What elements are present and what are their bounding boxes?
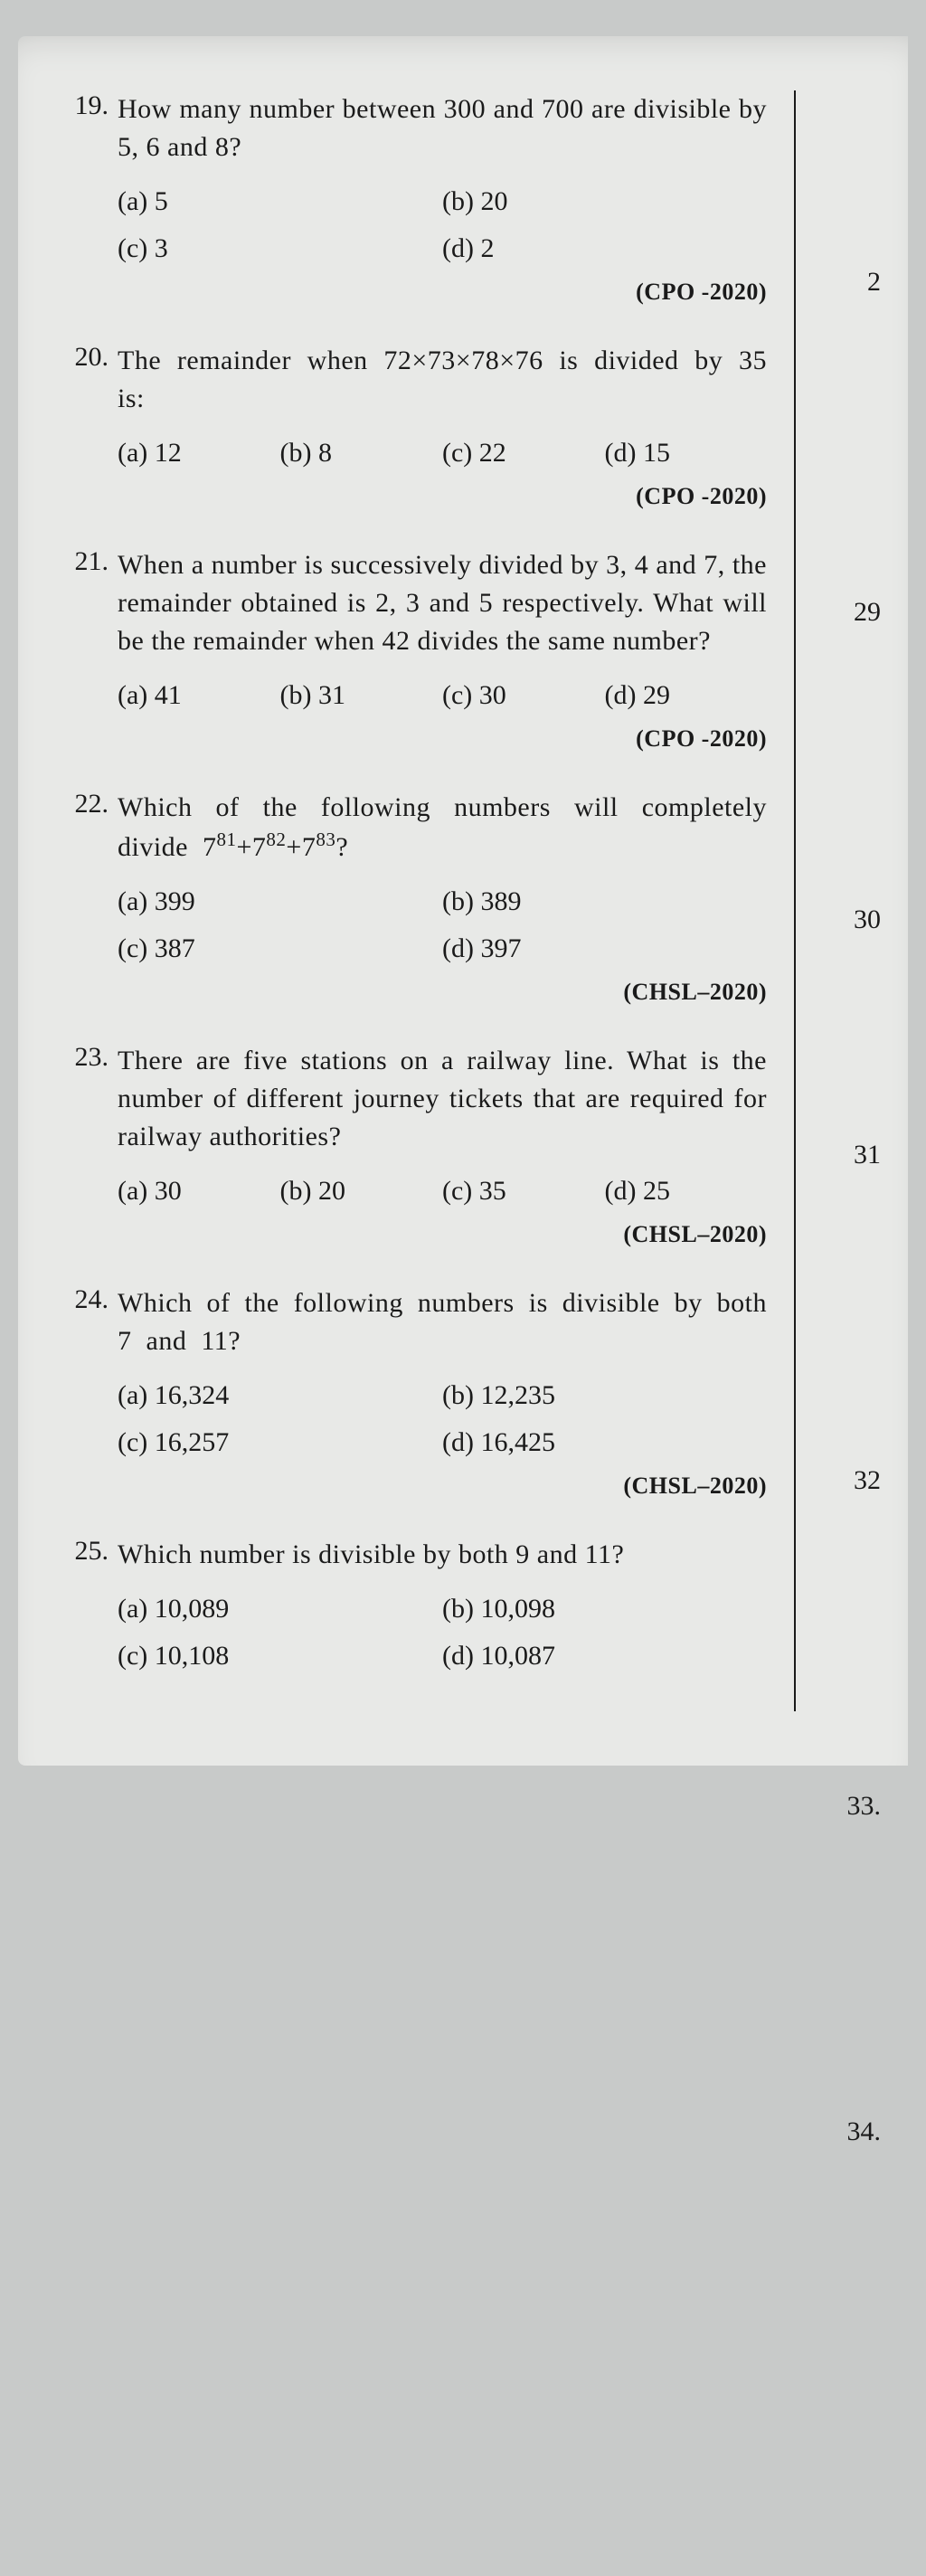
questions-container: 19.How many number between 300 and 700 a… [118, 90, 767, 1675]
option-d: (d) 25 [605, 1172, 768, 1210]
question-text: How many number between 300 and 700 are … [118, 90, 767, 166]
option-a: (a) 30 [118, 1172, 280, 1210]
question-number: 22. [63, 789, 109, 819]
side-question-number: 29 [854, 597, 881, 628]
option-c: (c) 387 [118, 930, 442, 968]
exam-tag: (CPO -2020) [118, 725, 767, 753]
question-number: 20. [63, 342, 109, 373]
option-c: (c) 16,257 [118, 1424, 442, 1462]
question-21: 21.When a number is successively divided… [118, 546, 767, 753]
main-column: 19. How many number between 300 and 700 a… [54, 90, 796, 1711]
option-a: (a) 41 [118, 677, 280, 715]
options: (a) 16,324(b) 12,235(c) 16,257(d) 16,425 [118, 1377, 767, 1462]
question-23: 23.There are five stations on a railway … [118, 1042, 767, 1248]
option-a: (a) 12 [118, 434, 280, 472]
exam-tag: (CPO -2020) [118, 483, 767, 510]
question-number: 25. [63, 1536, 109, 1567]
side-question-number: 31 [854, 1140, 881, 1170]
question-text: The remainder when 72×73×78×76 is divide… [118, 342, 767, 418]
question-number: 21. [63, 546, 109, 577]
option-b: (b) 20 [442, 183, 767, 221]
question-19: 19.How many number between 300 and 700 a… [118, 90, 767, 306]
options: (a) 399(b) 389(c) 387(d) 397 [118, 883, 767, 968]
question-number: 23. [63, 1042, 109, 1073]
two-column-layout: 19. How many number between 300 and 700 a… [54, 90, 872, 1711]
side-question-number: 2 [867, 267, 881, 298]
question-24: 24.Which of the following numbers is div… [118, 1284, 767, 1500]
option-c: (c) 30 [442, 677, 605, 715]
option-d: (d) 397 [442, 930, 767, 968]
question-text: There are five stations on a railway lin… [118, 1042, 767, 1156]
question-text: When a number is successively divided by… [118, 546, 767, 660]
options: (a) 12(b) 8(c) 22(d) 15 [118, 434, 767, 472]
option-b: (b) 8 [280, 434, 443, 472]
option-c: (c) 3 [118, 230, 442, 268]
option-b: (b) 389 [442, 883, 767, 921]
question-22: 22.Which of the following numbers will c… [118, 789, 767, 1006]
exam-tag: (CPO -2020) [118, 279, 767, 306]
question-text: Which number is divisible by both 9 and … [118, 1536, 767, 1574]
side-question-number: 32 [854, 1465, 881, 1496]
option-d: (d) 29 [605, 677, 768, 715]
exam-tag: (CHSL–2020) [118, 979, 767, 1006]
question-text: Which of the following numbers is divisi… [118, 1284, 767, 1360]
option-b: (b) 20 [280, 1172, 443, 1210]
exam-tag: (CHSL–2020) [118, 1473, 767, 1500]
option-c: (c) 22 [442, 434, 605, 472]
option-c: (c) 35 [442, 1172, 605, 1210]
question-number: 24. [63, 1284, 109, 1315]
option-a: (a) 16,324 [118, 1377, 442, 1415]
options: (a) 30(b) 20(c) 35(d) 25 [118, 1172, 767, 1210]
option-d: (d) 15 [605, 434, 768, 472]
option-a: (a) 5 [118, 183, 442, 221]
question-number: 19. [63, 90, 109, 121]
option-c: (c) 10,108 [118, 1637, 442, 1675]
option-b: (b) 10,098 [442, 1590, 767, 1628]
option-d: (d) 10,087 [442, 1637, 767, 1675]
option-a: (a) 399 [118, 883, 442, 921]
exam-tag: (CHSL–2020) [118, 1221, 767, 1248]
question-text: Which of the following numbers will comp… [118, 789, 767, 867]
options: (a) 10,089(b) 10,098(c) 10,108(d) 10,087 [118, 1590, 767, 1675]
side-question-number: 34. [847, 2117, 882, 2147]
side-question-number: 30 [854, 904, 881, 935]
page: 19. How many number between 300 and 700 a… [18, 36, 908, 1766]
question-25: 25.Which number is divisible by both 9 a… [118, 1536, 767, 1675]
options: (a) 41(b) 31(c) 30(d) 29 [118, 677, 767, 715]
side-question-number: 33. [847, 1791, 882, 1822]
side-column: 22930313233.34. [796, 90, 872, 1711]
option-b: (b) 31 [280, 677, 443, 715]
option-b: (b) 12,235 [442, 1377, 767, 1415]
options: (a) 5(b) 20(c) 3(d) 2 [118, 183, 767, 268]
question-20: 20.The remainder when 72×73×78×76 is div… [118, 342, 767, 510]
option-a: (a) 10,089 [118, 1590, 442, 1628]
option-d: (d) 16,425 [442, 1424, 767, 1462]
option-d: (d) 2 [442, 230, 767, 268]
